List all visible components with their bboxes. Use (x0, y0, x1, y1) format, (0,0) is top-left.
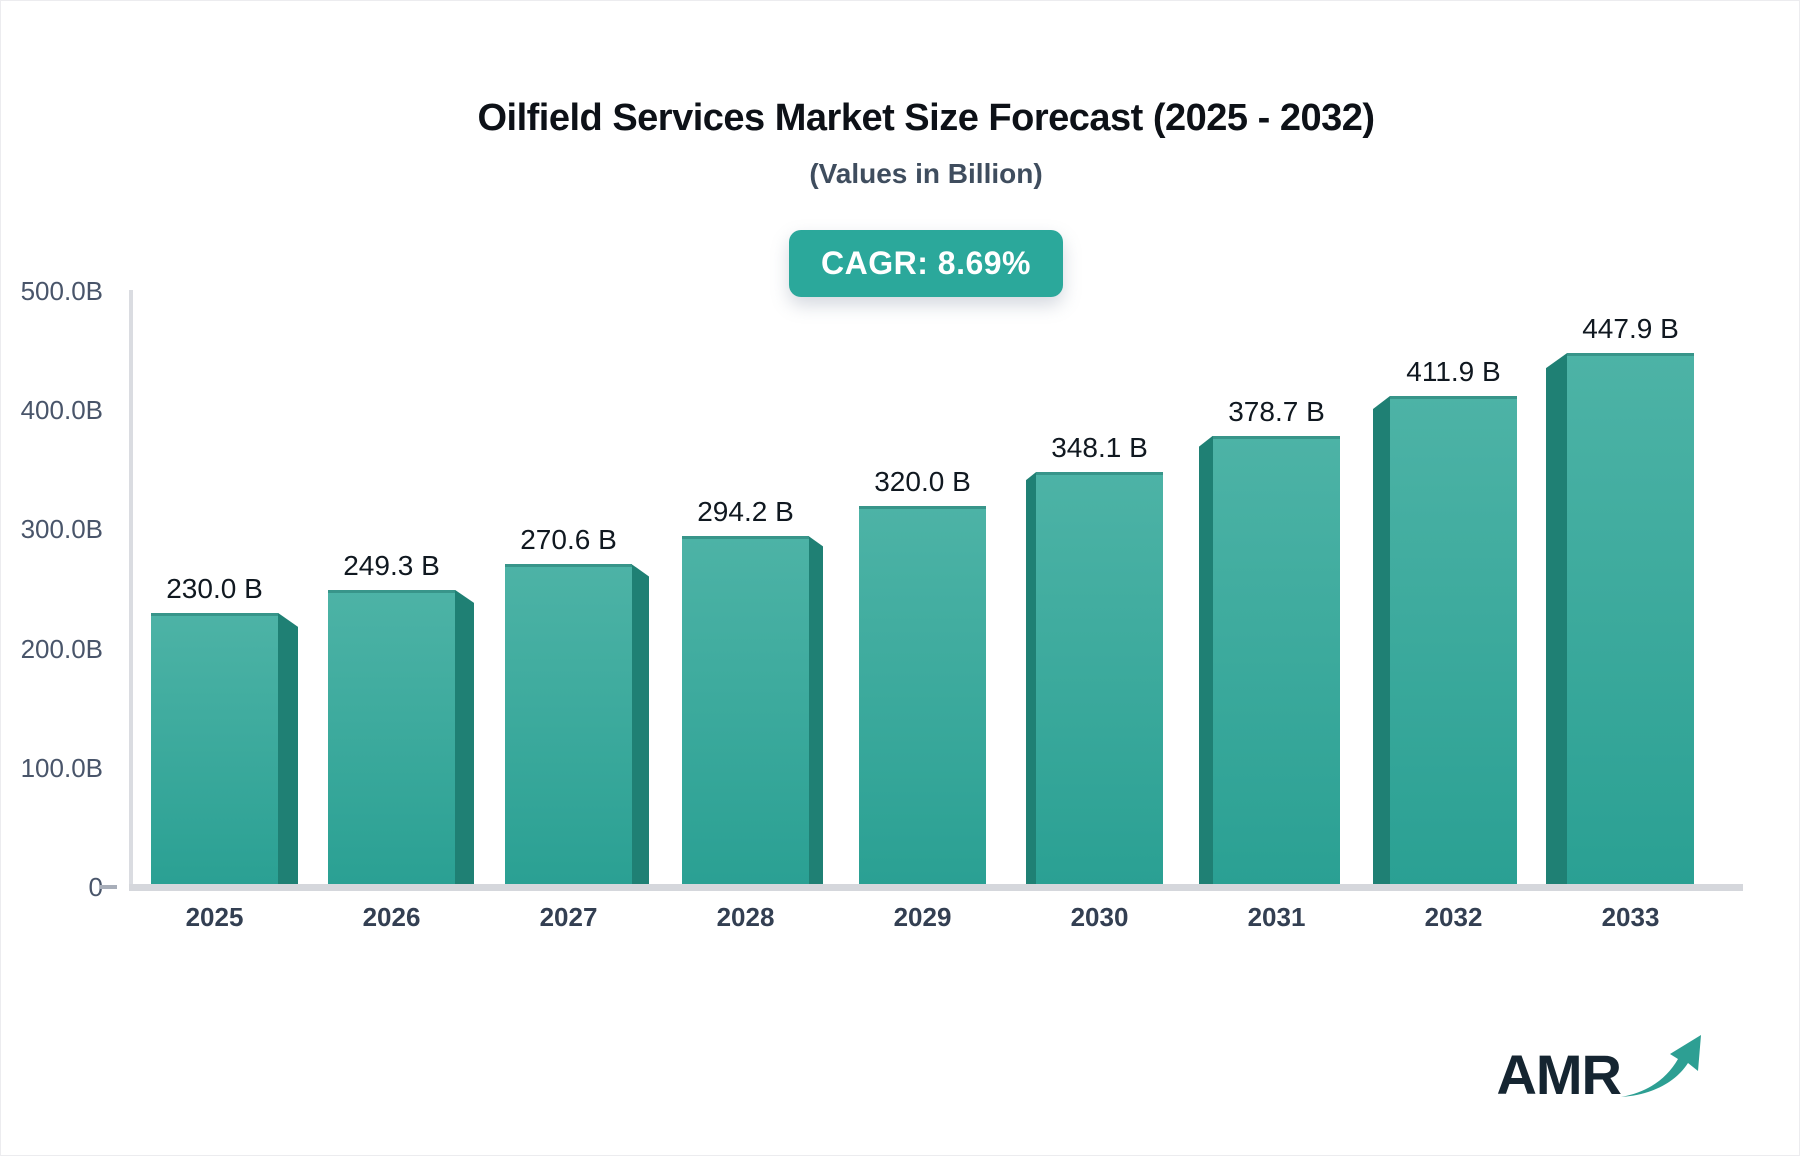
bar-value-label-2028: 294.2 B (697, 496, 794, 528)
y-tick-label-0: 0 (88, 872, 103, 902)
y-tick-label-300: 300.0B (20, 514, 103, 545)
bar-2032 (1390, 396, 1517, 887)
x-tick-label-2030: 2030 (1070, 902, 1129, 932)
bar-2030 (1036, 472, 1163, 887)
bar-value-label-2029: 320.0 B (874, 465, 971, 497)
bar-side-face-2026 (455, 589, 474, 887)
x-tick-label-2032: 2032 (1424, 902, 1483, 932)
bar-value-label-2025: 230.0 B (166, 572, 263, 604)
bar-value-label-2032: 411.9 B (1406, 356, 1501, 387)
bar-2025 (151, 612, 278, 887)
bar-value-label-2030: 348.1 B (1051, 432, 1148, 464)
chart-header: Oilfield Services Market Size Forecast (… (131, 1, 1721, 297)
zero-tick-dash (100, 885, 117, 889)
cagr-badge: CAGR: 8.69% (789, 230, 1063, 297)
bar-2026 (328, 589, 455, 887)
x-tick-label-2031: 2031 (1247, 902, 1306, 932)
bar-side-face-2032 (1373, 396, 1390, 887)
bar-2027 (505, 564, 632, 887)
x-tick-label-2026: 2026 (362, 902, 421, 932)
amr-logo: AMR (1496, 1031, 1707, 1103)
bar-side-face-2033 (1546, 353, 1567, 887)
bar-value-label-2031: 378.7 B (1228, 395, 1325, 427)
bar-side-face-2031 (1199, 435, 1213, 887)
bar-side-face-2027 (632, 564, 649, 887)
y-tick-label-500: 500.0B (20, 276, 103, 306)
y-tick-label-200: 200.0B (20, 633, 103, 664)
x-tick-label-2033: 2033 (1601, 902, 1660, 932)
bar-2028 (682, 536, 809, 887)
chart-subtitle: (Values in Billion) (809, 158, 1043, 189)
bar-value-label-2026: 249.3 B (343, 549, 440, 581)
x-tick-label-2027: 2027 (539, 902, 598, 932)
y-tick-label-400: 400.0B (20, 395, 103, 426)
x-axis-baseline (129, 884, 1743, 891)
bar-value-label-2033: 447.9 B (1582, 313, 1679, 345)
chart-title: Oilfield Services Market Size Forecast (… (477, 97, 1375, 139)
y-tick-label-100: 100.0B (20, 752, 103, 783)
trend-up-arrow-icon (1621, 1035, 1701, 1097)
bar-value-label-2027: 270.6 B (520, 524, 617, 556)
x-tick-label-2029: 2029 (893, 902, 952, 932)
bar-side-face-2028 (809, 536, 823, 887)
bar-side-face-2030 (1026, 472, 1036, 887)
bar-side-face-2025 (278, 612, 298, 887)
x-tick-label-2025: 2025 (185, 902, 244, 932)
bar-2029 (859, 505, 986, 887)
x-tick-label-2028: 2028 (716, 902, 775, 932)
amr-logo-text: AMR (1496, 1043, 1622, 1106)
bar-2033 (1567, 353, 1694, 887)
y-axis-line (129, 290, 133, 887)
bar-2031 (1213, 435, 1340, 887)
